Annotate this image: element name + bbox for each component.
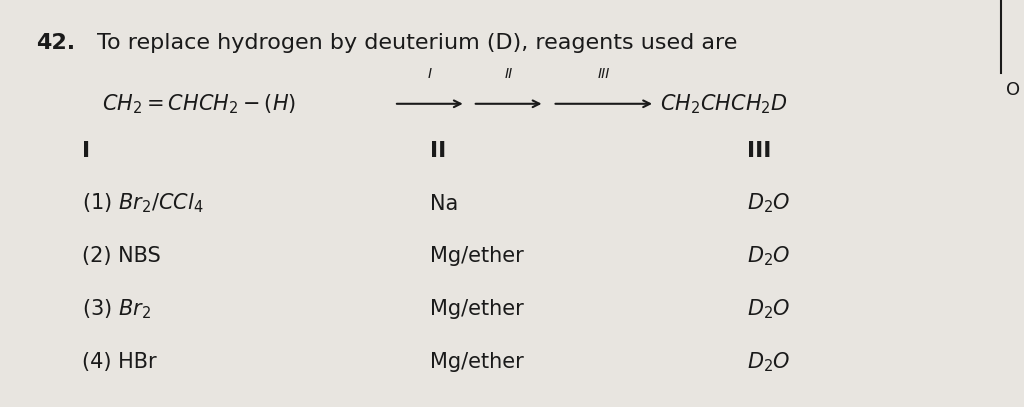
Text: Na: Na — [430, 193, 458, 214]
Text: Mg/ether: Mg/ether — [430, 299, 523, 319]
Text: $D_2O$: $D_2O$ — [748, 350, 791, 374]
Text: III: III — [748, 140, 771, 161]
Text: 42.: 42. — [36, 33, 75, 53]
Text: O: O — [1006, 81, 1020, 99]
Text: III: III — [598, 68, 610, 81]
Text: $D_2O$: $D_2O$ — [748, 298, 791, 321]
Text: I: I — [82, 140, 90, 161]
Text: II: II — [505, 68, 513, 81]
Text: (4) HBr: (4) HBr — [82, 352, 157, 372]
Text: I: I — [428, 68, 432, 81]
Text: $CH_2 = CHCH_2 - (H)$: $CH_2 = CHCH_2 - (H)$ — [102, 92, 296, 116]
Text: (2) NBS: (2) NBS — [82, 246, 161, 267]
Text: $(3)\ Br_2$: $(3)\ Br_2$ — [82, 298, 151, 321]
Text: $CH_2CHCH_2D$: $CH_2CHCH_2D$ — [660, 92, 787, 116]
Text: II: II — [430, 140, 446, 161]
Text: Mg/ether: Mg/ether — [430, 246, 523, 267]
Text: $D_2O$: $D_2O$ — [748, 245, 791, 268]
Text: $D_2O$: $D_2O$ — [748, 192, 791, 215]
Text: $(1)\ Br_2/CCl_4$: $(1)\ Br_2/CCl_4$ — [82, 192, 204, 215]
Text: Mg/ether: Mg/ether — [430, 352, 523, 372]
Text: To replace hydrogen by deuterium (D), reagents used are: To replace hydrogen by deuterium (D), re… — [97, 33, 737, 53]
